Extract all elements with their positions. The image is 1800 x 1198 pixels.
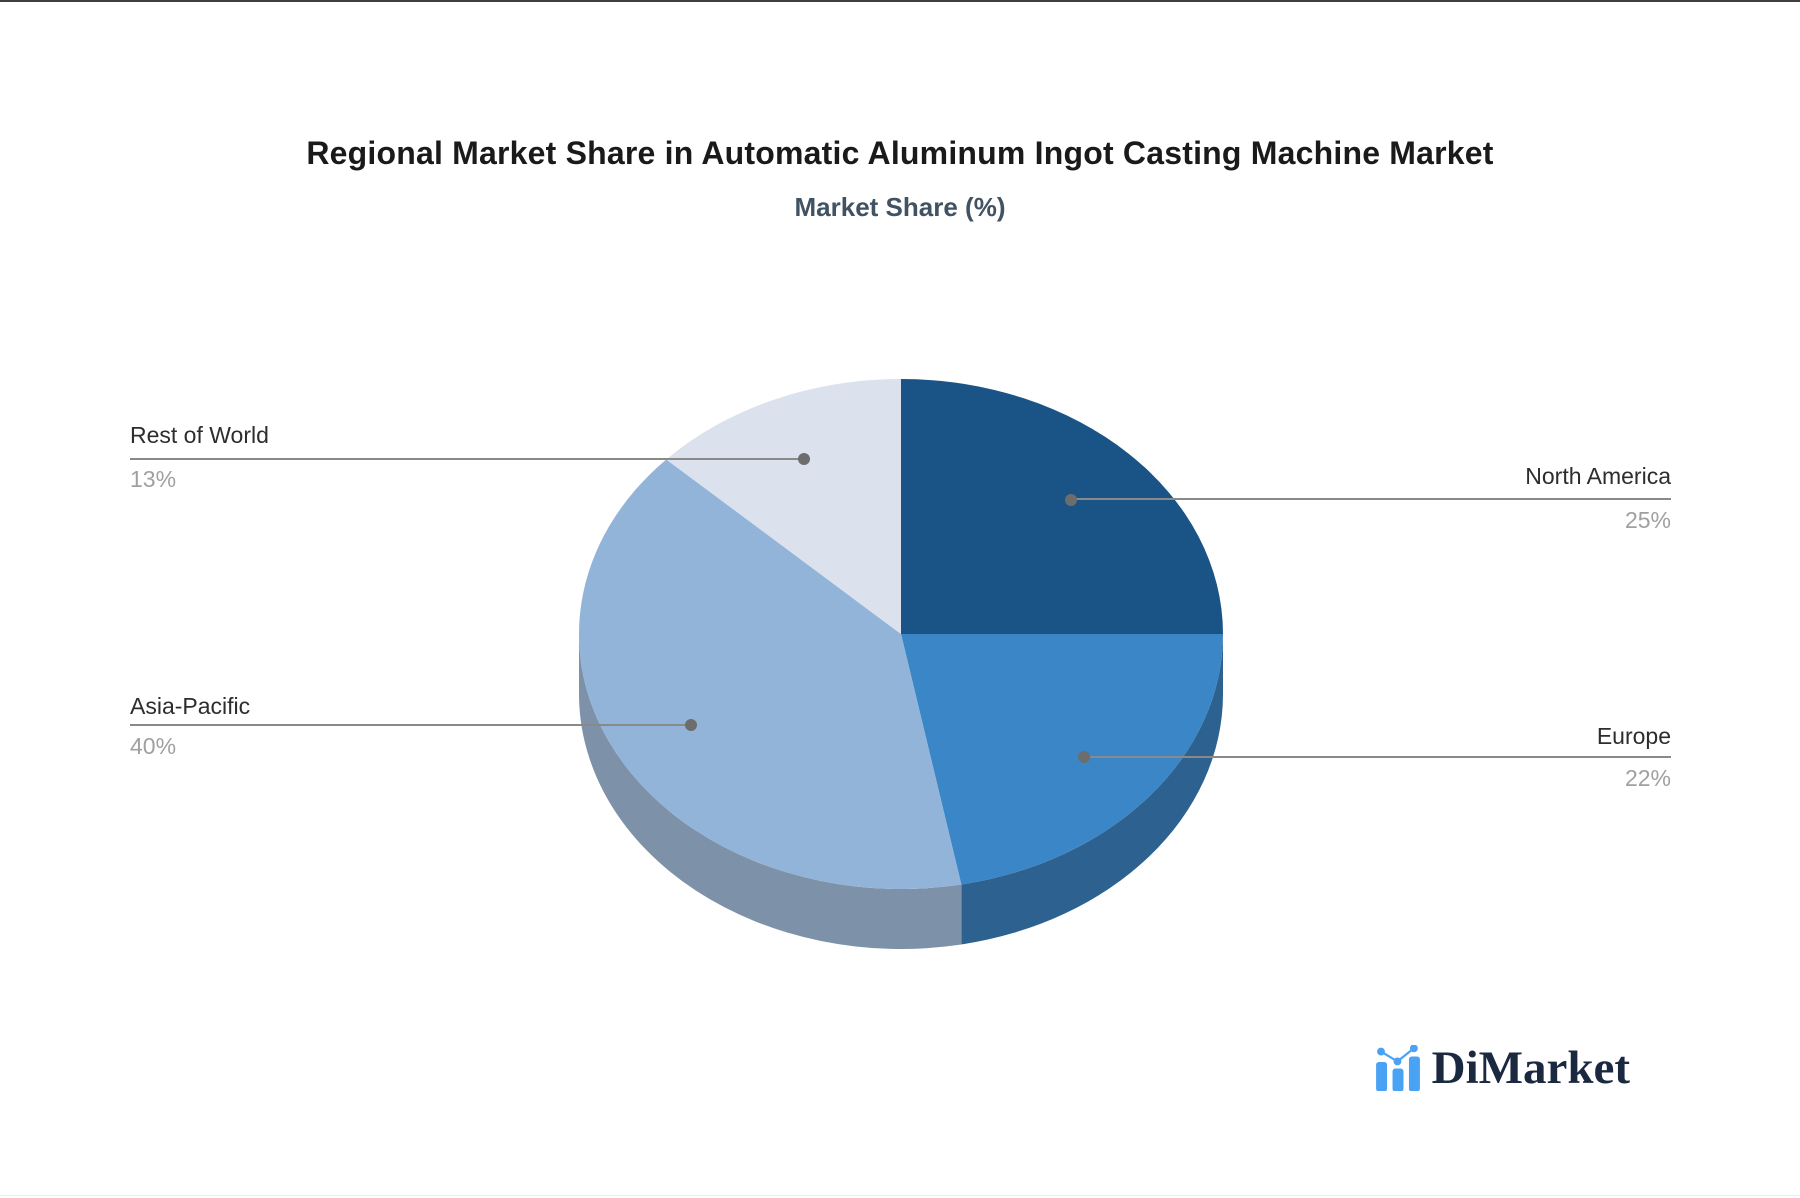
leader-dot-north-america	[1065, 494, 1077, 506]
leader-line-europe	[1084, 756, 1671, 758]
callout-label-asia-pacific: Asia-Pacific	[130, 693, 251, 719]
pie-slice-side-europe	[961, 634, 1223, 945]
leader-dot-europe	[1078, 751, 1090, 763]
dimarket-logo: DiMarket	[1375, 1040, 1630, 1096]
callout-pct-asia-pacific: 40%	[130, 733, 177, 759]
dimarket-logo-icon	[1375, 1045, 1420, 1091]
leader-line-asia-pacific	[130, 724, 691, 726]
pie-slice-side-asia-pacific	[579, 634, 962, 949]
callout-label-north-america: North America	[1525, 463, 1671, 489]
pie-slice-north-america	[901, 379, 1223, 634]
callout-label-rest-of-world: Rest of World	[130, 422, 269, 448]
callout-label-europe: Europe	[1596, 723, 1671, 749]
leader-dot-asia-pacific	[685, 719, 697, 731]
leader-line-north-america	[1071, 498, 1671, 500]
callout-pct-europe: 22%	[1624, 765, 1671, 791]
chart-title: Regional Market Share in Automatic Alumi…	[306, 135, 1494, 171]
leader-line-rest-of-world	[130, 458, 804, 460]
pie-slice-asia-pacific	[579, 459, 962, 889]
leader-dot-rest-of-world	[798, 453, 810, 465]
callout-pct-north-america: 25%	[1624, 507, 1671, 533]
pie-slice-europe	[901, 634, 1223, 885]
callout-pct-rest-of-world: 13%	[130, 466, 177, 492]
dimarket-logo-text: DiMarket	[1431, 1042, 1630, 1094]
pie-slice-rest-of-world	[666, 379, 901, 634]
chart-subtitle: Market Share (%)	[794, 192, 1006, 222]
